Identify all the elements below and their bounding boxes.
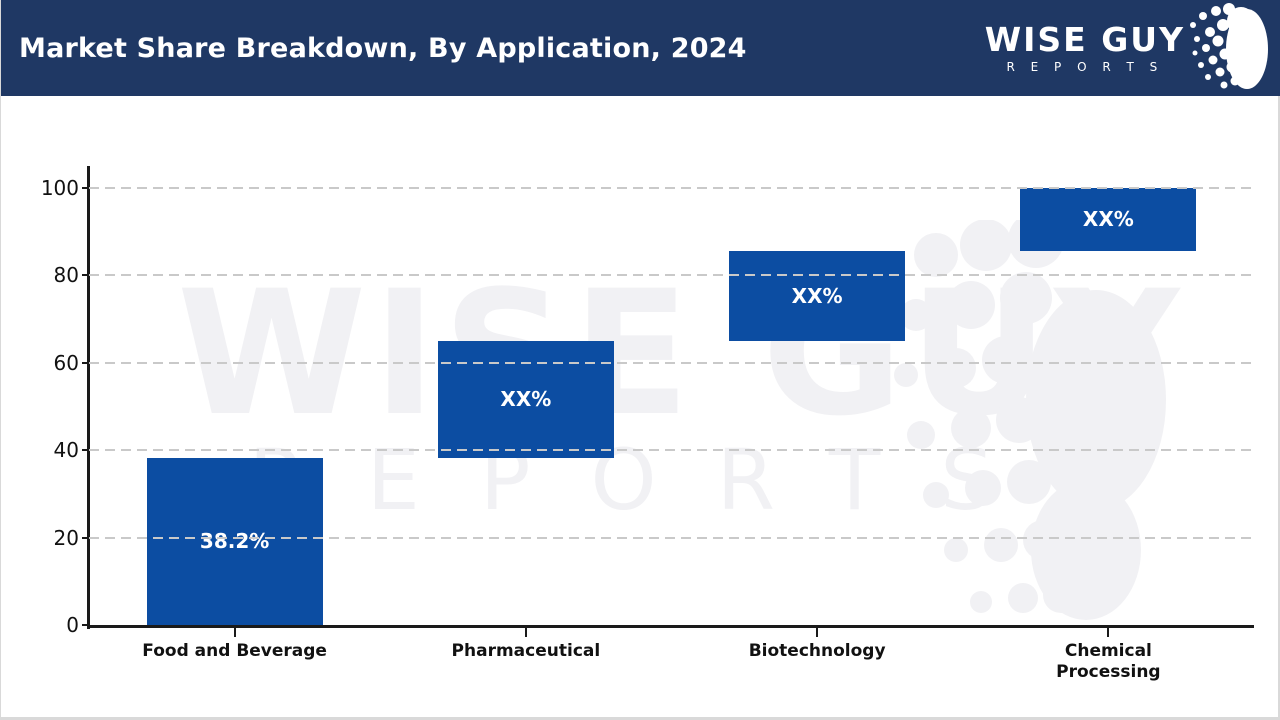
bar-value-label: XX% <box>500 387 552 412</box>
x-tick-1 <box>524 628 527 637</box>
gridline-40 <box>89 449 1254 451</box>
y-tick-label-40: 40 <box>53 438 79 462</box>
header: Market Share Breakdown, By Application, … <box>1 0 1280 96</box>
y-axis-line <box>87 166 90 629</box>
bar-Food and Beverage: 38.2% <box>146 457 323 625</box>
bar-Biotechnology: XX% <box>729 250 906 341</box>
bar-Pharmaceutical: XX% <box>437 340 614 458</box>
brand-logo-text: WISE GUY R E P O R T S <box>984 19 1185 74</box>
x-tick-0 <box>233 628 236 637</box>
brand-name: WISE GUY <box>984 19 1185 59</box>
x-tick-label-3: Chemical Processing <box>1056 641 1161 682</box>
y-tick-100 <box>82 186 89 189</box>
head-dots-icon <box>1190 3 1268 89</box>
gridline-100 <box>89 186 1254 189</box>
bar-value-label: XX% <box>1082 207 1134 232</box>
x-tick-3 <box>1107 628 1110 637</box>
bar-Chemical Processing: XX% <box>1020 187 1197 251</box>
y-tick-40 <box>82 449 89 451</box>
x-tick-2 <box>816 628 819 637</box>
gridline-80 <box>89 274 1254 276</box>
brand-subtitle: R E P O R T S <box>1006 59 1164 74</box>
brand-logo: WISE GUY R E P O R T S <box>985 0 1271 96</box>
y-tick-label-100: 100 <box>40 175 79 200</box>
y-tick-label-20: 20 <box>53 525 79 550</box>
y-tick-label-60: 60 <box>53 350 79 375</box>
y-tick-80 <box>82 274 89 276</box>
x-axis-line <box>87 625 1254 628</box>
bar-value-label: XX% <box>791 283 843 308</box>
y-tick-60 <box>82 361 89 364</box>
gridline-60 <box>89 361 1254 364</box>
bar-value-label: 38.2% <box>199 529 270 554</box>
y-tick-20 <box>82 536 89 539</box>
x-tick-label-0: Food and Beverage <box>142 641 327 661</box>
y-tick-label-0: 0 <box>66 613 79 637</box>
gridline-20 <box>89 536 1254 539</box>
chart-title: Market Share Breakdown, By Application, … <box>19 32 747 64</box>
y-tick-label-80: 80 <box>53 263 79 287</box>
x-tick-label-1: Pharmaceutical <box>451 641 601 661</box>
x-tick-label-2: Biotechnology <box>748 641 886 661</box>
y-tick-0 <box>82 624 89 626</box>
plot-area: 0 20 40 60 80 100 38.2% Food and Beverage XX% Pha… <box>1 96 1280 720</box>
